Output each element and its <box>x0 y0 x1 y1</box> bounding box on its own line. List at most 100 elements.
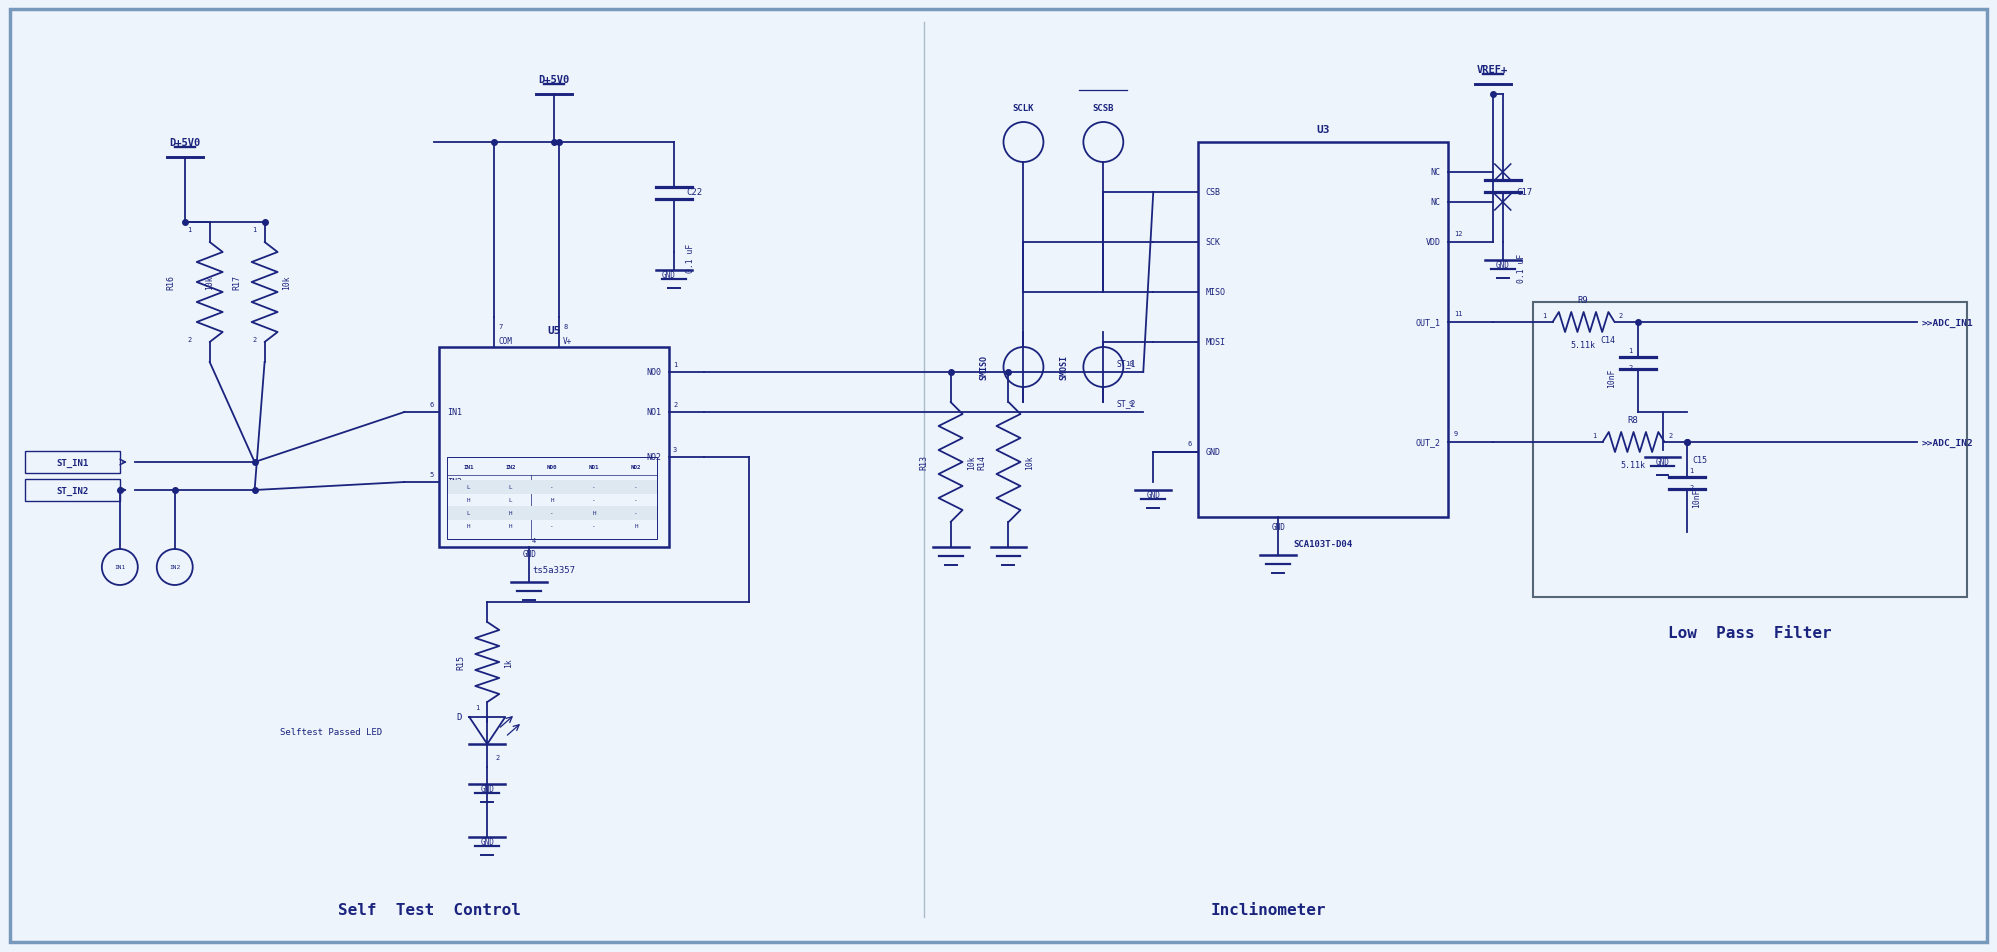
Text: R9: R9 <box>1578 296 1588 305</box>
Text: 9: 9 <box>1128 401 1134 407</box>
Text: U5: U5 <box>547 326 561 336</box>
Text: 10: 10 <box>1124 361 1134 367</box>
Text: 2: 2 <box>1620 312 1624 319</box>
Text: IN2: IN2 <box>447 478 463 487</box>
Text: Inclinometer: Inclinometer <box>1210 902 1326 918</box>
Text: 10k: 10k <box>967 455 977 470</box>
Text: L: L <box>509 498 511 503</box>
Text: 9: 9 <box>1454 430 1458 437</box>
Text: D+5V0: D+5V0 <box>539 75 569 85</box>
Text: 1: 1 <box>475 704 479 710</box>
Text: 11: 11 <box>1454 310 1462 317</box>
Bar <box>447 458 657 540</box>
Text: >>ADC_IN1: >>ADC_IN1 <box>1921 318 1973 327</box>
Text: H: H <box>467 498 469 503</box>
Text: 1: 1 <box>1592 432 1598 439</box>
Text: NO1: NO1 <box>645 408 661 417</box>
Text: NO0: NO0 <box>547 465 557 470</box>
Text: CSB: CSB <box>1206 188 1220 197</box>
Text: H: H <box>467 524 469 529</box>
Text: D+5V0: D+5V0 <box>170 138 200 148</box>
Text: 3: 3 <box>673 446 677 452</box>
Text: SMISO: SMISO <box>979 355 989 380</box>
Text: 6: 6 <box>1188 441 1192 446</box>
Text: GND: GND <box>1272 523 1284 531</box>
Bar <box>447 506 657 521</box>
Text: IN2: IN2 <box>170 565 180 570</box>
Text: MOSI: MOSI <box>1206 338 1226 347</box>
Text: 5.11k: 5.11k <box>1620 461 1646 469</box>
Text: GND: GND <box>1206 448 1220 457</box>
Text: C15: C15 <box>1693 456 1707 465</box>
Text: IN1: IN1 <box>447 408 463 417</box>
Text: U3: U3 <box>1316 125 1330 135</box>
Text: -: - <box>551 485 553 490</box>
Text: V+: V+ <box>563 337 573 346</box>
Text: OUT_1: OUT_1 <box>1416 318 1442 327</box>
Text: R8: R8 <box>1628 416 1638 425</box>
Text: 2: 2 <box>673 402 677 407</box>
Text: GND: GND <box>1656 458 1669 466</box>
Text: 1: 1 <box>1628 347 1634 353</box>
Text: 6: 6 <box>429 402 433 407</box>
Text: ts5a3357: ts5a3357 <box>533 565 575 574</box>
Bar <box>447 481 657 494</box>
Text: 1k: 1k <box>503 658 513 667</box>
Bar <box>26 451 120 473</box>
Text: SMOSI: SMOSI <box>1058 355 1068 380</box>
Text: 2: 2 <box>188 337 192 343</box>
Text: R15: R15 <box>455 655 465 670</box>
Text: NO2: NO2 <box>645 453 661 462</box>
Text: ST_2: ST_2 <box>1116 399 1136 407</box>
Text: H: H <box>593 511 595 516</box>
Text: 7: 7 <box>499 324 503 329</box>
Bar <box>1534 303 1967 597</box>
Text: NC: NC <box>1430 169 1442 177</box>
Text: C22: C22 <box>687 188 703 197</box>
Text: GND: GND <box>523 549 535 559</box>
Text: IN2: IN2 <box>505 465 515 470</box>
Text: 2: 2 <box>1689 485 1693 490</box>
Text: 10k: 10k <box>1026 455 1034 470</box>
Text: IN1: IN1 <box>463 465 473 470</box>
Text: 0.1 uF: 0.1 uF <box>687 243 695 272</box>
Text: 10nF: 10nF <box>1606 367 1616 387</box>
Text: VDD: VDD <box>1426 238 1442 248</box>
Text: H: H <box>635 524 637 529</box>
Text: -: - <box>635 511 637 516</box>
Text: 2: 2 <box>1669 432 1673 439</box>
Text: 1: 1 <box>1542 312 1548 319</box>
Text: H: H <box>551 498 553 503</box>
Text: C17: C17 <box>1518 188 1534 197</box>
Text: -: - <box>635 485 637 490</box>
Text: OUT_2: OUT_2 <box>1416 438 1442 447</box>
Bar <box>1198 143 1448 518</box>
Text: 5: 5 <box>429 471 433 478</box>
Text: NC: NC <box>1430 198 1442 208</box>
Text: 4: 4 <box>531 538 535 544</box>
Text: 0.1 uF: 0.1 uF <box>1518 253 1526 283</box>
Text: NO2: NO2 <box>631 465 641 470</box>
Text: VREF+: VREF+ <box>1478 65 1508 75</box>
Text: MISO: MISO <box>1206 288 1226 297</box>
Text: 10nF: 10nF <box>1693 487 1701 507</box>
Text: H: H <box>509 511 511 516</box>
Text: GND: GND <box>1146 490 1160 500</box>
Text: NO0: NO0 <box>645 368 661 377</box>
Bar <box>26 480 120 502</box>
Text: SCK: SCK <box>1206 238 1220 248</box>
Text: NO1: NO1 <box>589 465 599 470</box>
Text: -: - <box>551 511 553 516</box>
Text: 1: 1 <box>188 227 192 232</box>
Text: R13: R13 <box>919 455 929 470</box>
Text: GND: GND <box>663 270 675 280</box>
Text: 5.11k: 5.11k <box>1570 341 1596 349</box>
Text: ST_IN2: ST_IN2 <box>56 486 88 495</box>
Text: 8: 8 <box>563 324 567 329</box>
Text: L: L <box>467 485 469 490</box>
Text: >>ADC_IN2: >>ADC_IN2 <box>1921 438 1973 447</box>
Bar <box>439 347 669 547</box>
Text: L: L <box>509 485 511 490</box>
Text: SCSB: SCSB <box>1092 104 1114 113</box>
Text: H: H <box>509 524 511 529</box>
